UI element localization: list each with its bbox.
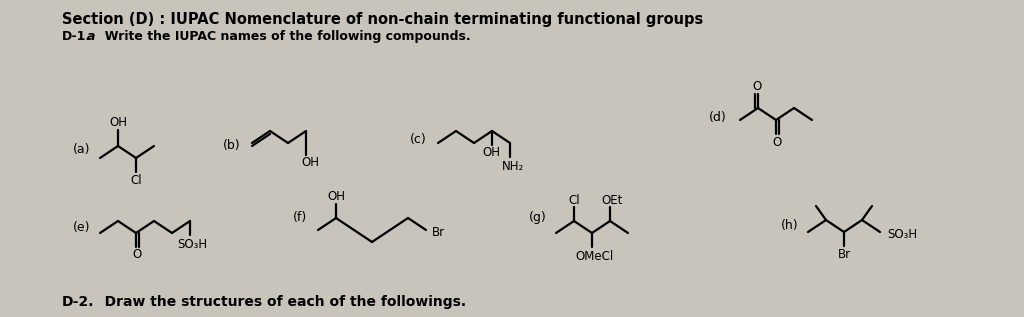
Text: SO₃H: SO₃H [177,237,207,250]
Text: OH: OH [301,157,319,170]
Text: Br: Br [431,225,444,238]
Text: Draw the structures of each of the followings.: Draw the structures of each of the follo… [90,295,466,309]
Text: O: O [132,249,141,262]
Text: NH₂: NH₂ [502,159,524,172]
Text: Section (D) : IUPAC Nomenclature of non-chain terminating functional groups: Section (D) : IUPAC Nomenclature of non-… [62,12,703,27]
Text: (h): (h) [781,218,799,231]
Text: (c): (c) [410,133,426,146]
Text: OH: OH [327,191,345,204]
Text: OEt: OEt [601,193,623,206]
Text: SO₃H: SO₃H [887,229,918,242]
Text: OH: OH [482,146,500,159]
Text: (f): (f) [293,211,307,224]
Text: (d): (d) [710,112,727,125]
Text: OH: OH [109,117,127,130]
Text: (g): (g) [529,211,547,224]
Text: OMeCl: OMeCl [574,249,613,262]
Text: D-2.: D-2. [62,295,94,309]
Text: (e): (e) [74,222,91,235]
Text: O: O [772,135,781,148]
Text: D-1.: D-1. [62,30,91,43]
Text: O: O [753,81,762,94]
Text: Cl: Cl [568,193,580,206]
Text: Cl: Cl [130,173,141,186]
Text: (b): (b) [223,139,241,152]
Text: Write the IUPAC names of the following compounds.: Write the IUPAC names of the following c… [96,30,471,43]
Text: Br: Br [838,248,851,261]
Text: (a): (a) [74,144,91,157]
Text: a: a [87,30,95,43]
